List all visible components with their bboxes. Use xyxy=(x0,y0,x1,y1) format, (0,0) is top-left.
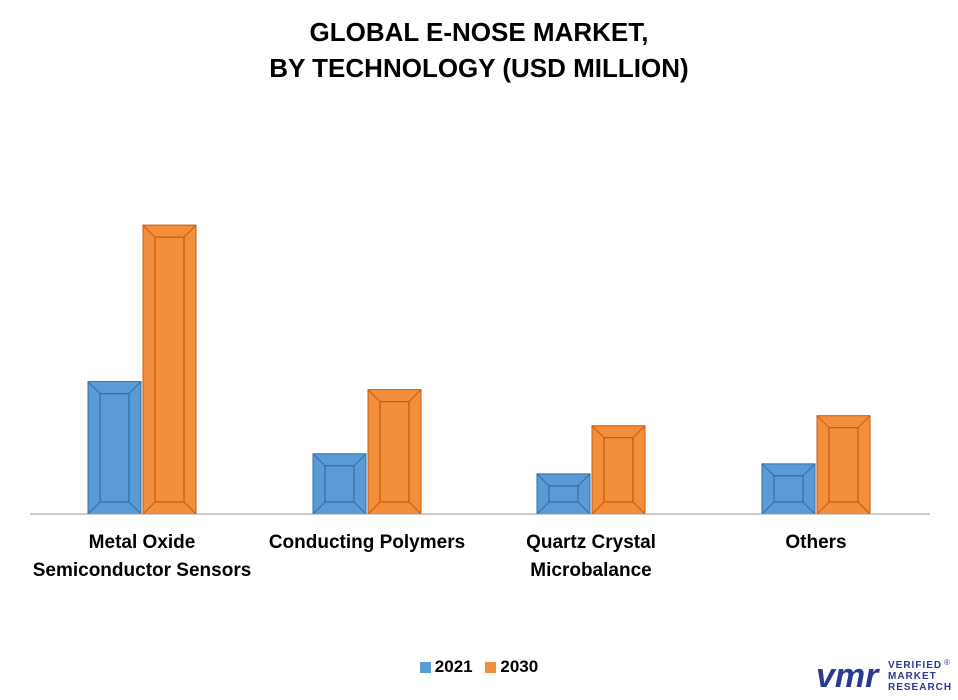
bar-bevel-line xyxy=(408,501,422,515)
bar-panel xyxy=(773,475,804,503)
bar-bevel-line xyxy=(536,473,550,487)
bar-2030-others xyxy=(816,415,871,515)
bar-bevel-line xyxy=(857,501,871,515)
bar-bevel-line xyxy=(577,501,591,515)
bar-bevel-line xyxy=(367,501,381,515)
brand-line-market: MARKET xyxy=(888,671,937,682)
legend: 2021 2030 xyxy=(0,656,958,677)
bar-panel xyxy=(99,392,130,503)
brand-logo-mark: vmr xyxy=(816,657,880,695)
bar-bevel-line xyxy=(761,501,775,515)
bar-panel xyxy=(828,427,859,503)
bar-2021-quartz-crystal-microbalance xyxy=(536,473,591,515)
bar-bevel-line xyxy=(87,381,101,394)
chart-title: GLOBAL E-NOSE MARKET, BY TECHNOLOGY (USD… xyxy=(0,14,958,86)
bar-bevel-line xyxy=(761,463,775,477)
bar-bevel-line xyxy=(128,381,142,394)
legend-label-2021: 2021 xyxy=(434,656,473,676)
legend-swatch-2021 xyxy=(419,661,431,673)
x-tick-label-line: Microbalance xyxy=(530,560,652,581)
bar-bevel-line xyxy=(632,425,646,439)
bar-2030-quartz-crystal-microbalance xyxy=(591,425,646,515)
x-tick-label-line: Semiconductor Sensors xyxy=(32,560,252,581)
bar-panel xyxy=(603,437,634,503)
legend-label-2030: 2030 xyxy=(500,656,539,676)
bar-2030-conducting-polymers xyxy=(367,389,422,515)
bar-bevel-line xyxy=(128,501,142,515)
bar-panel xyxy=(154,236,185,503)
x-tick-label-line: Others xyxy=(785,532,847,553)
bar-2021-others xyxy=(761,463,816,515)
x-tick-label: Metal Oxide Semiconductor Sensors xyxy=(22,529,262,585)
legend-item-2021: 2021 xyxy=(419,656,473,677)
bar-bevel-line xyxy=(312,501,326,515)
x-tick-label-line: Quartz Crystal xyxy=(526,532,656,553)
bar-bevel-line xyxy=(632,501,646,515)
bar-bevel-line xyxy=(816,415,830,429)
chart-title-line-2: BY TECHNOLOGY (USD MILLION) xyxy=(269,53,689,83)
legend-item-2030: 2030 xyxy=(485,657,538,677)
bar-panel xyxy=(548,485,579,503)
x-tick-label: Others xyxy=(696,529,936,557)
bar-bevel-line xyxy=(142,501,156,515)
bar-2021-conducting-polymers xyxy=(312,453,367,515)
bar-2021-metal-oxide-semiconductor-sensors xyxy=(87,381,142,515)
bar-bevel-line xyxy=(577,473,591,487)
bar-bevel-line xyxy=(857,415,871,429)
legend-swatch-2030 xyxy=(485,661,497,673)
x-tick-label-line: Metal Oxide xyxy=(88,532,196,553)
bar-bevel-line xyxy=(353,453,367,467)
brand-registered-mark: ® xyxy=(944,658,950,667)
bar-bevel-line xyxy=(312,453,326,467)
bar-bevel-line xyxy=(591,425,605,439)
bar-bevel-line xyxy=(591,501,605,515)
bar-panel xyxy=(379,401,410,503)
bar-bevel-line xyxy=(353,501,367,515)
bar-bevel-line xyxy=(367,389,381,402)
bar-bevel-line xyxy=(802,463,816,477)
brand-line-research: RESEARCH xyxy=(888,682,952,693)
chart-title-line-1: GLOBAL E-NOSE MARKET, xyxy=(309,17,649,47)
bar-panel xyxy=(324,465,355,503)
bar-bevel-line xyxy=(802,501,816,515)
bar-bevel-line xyxy=(816,501,830,515)
x-tick-label-line: Conducting Polymers xyxy=(268,532,466,553)
x-tick-label: Quartz Crystal Microbalance xyxy=(471,529,711,585)
bar-bevel-line xyxy=(183,224,197,238)
bar-bevel-line xyxy=(408,389,422,402)
bar-chart xyxy=(30,224,930,515)
bar-bevel-line xyxy=(142,224,156,238)
verified-market-research-logo: vmr VERIFIED MARKET RESEARCH ® xyxy=(816,657,952,695)
bar-bevel-line xyxy=(87,501,101,515)
bar-2030-metal-oxide-semiconductor-sensors xyxy=(142,224,197,515)
bar-bevel-line xyxy=(536,501,550,515)
bar-bevel-line xyxy=(183,501,197,515)
brand-line-verified: VERIFIED xyxy=(888,660,942,671)
x-tick-label: Conducting Polymers xyxy=(247,529,487,557)
